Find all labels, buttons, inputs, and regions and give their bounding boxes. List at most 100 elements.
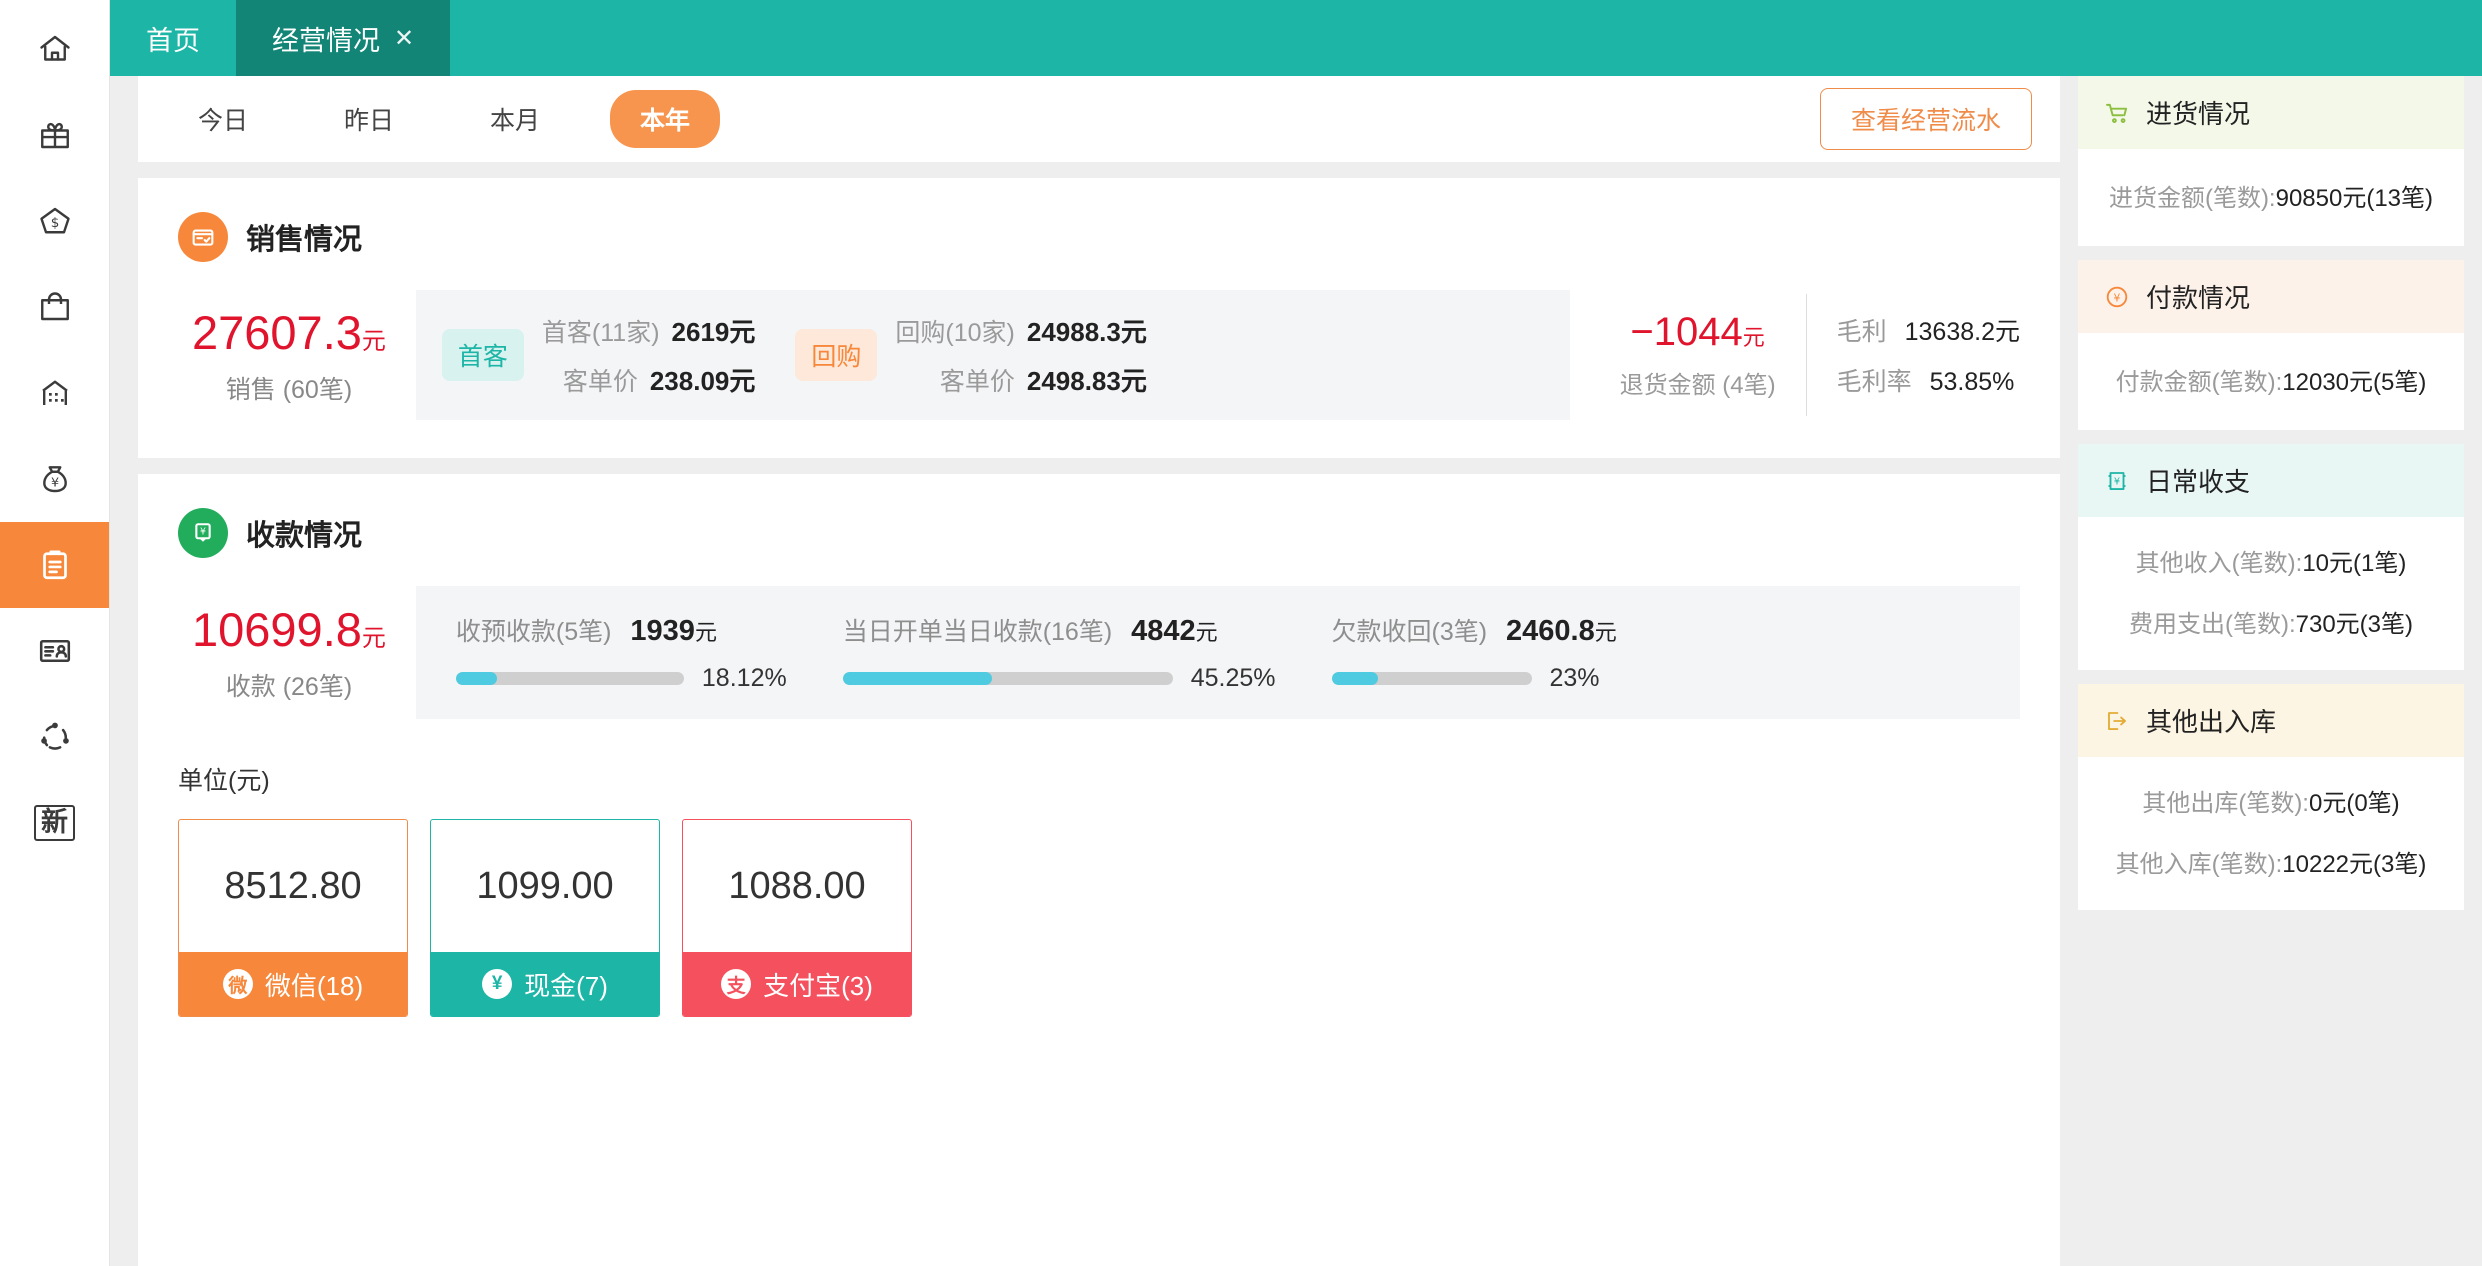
stage: 首页 经营情况 ✕ 今日 昨日 本月 本年: [110, 0, 2482, 1266]
metric-sameday-bar-row: 45.25%: [842, 664, 1276, 693]
progress-track: [455, 672, 684, 685]
close-icon[interactable]: ✕: [394, 24, 415, 52]
panel-line: 进货金额(笔数):90850元(13笔): [2109, 178, 2433, 213]
payment-method-cards: 8512.80 微 微信(18) 1099.00 ¥ 现金(7): [178, 819, 2020, 1017]
gross-margin-value: 53.85%: [1929, 368, 2015, 396]
sidebar-item-new[interactable]: 新: [0, 780, 109, 866]
paycard-alipay[interactable]: 1088.00 支 支付宝(3): [682, 819, 912, 1017]
panel-line: 其他收入(笔数):10元(1笔): [2136, 543, 2407, 578]
collection-card-title: 收款情况: [246, 520, 363, 552]
filter-yesterday[interactable]: 昨日: [344, 107, 395, 135]
collection-total-sub: 收款 (26笔): [225, 673, 353, 701]
sidebar-item-home[interactable]: [0, 6, 109, 92]
filter-this-month[interactable]: 本月: [490, 107, 541, 135]
metric-sameday-amount: 4842元: [1131, 615, 1218, 647]
view-business-flow-button[interactable]: 查看经营流水: [1819, 88, 2032, 150]
metric-sameday-head: 当日开单当日收款(16笔) 4842元: [843, 612, 1276, 648]
paycard-alipay-footer: 支 支付宝(3): [683, 952, 911, 1016]
new-label-icon: 新: [34, 805, 75, 841]
sidebar-item-customer[interactable]: [0, 608, 109, 694]
sales-card: 销售情况 27607.3元 销售 (60笔) 首客: [138, 178, 2060, 458]
other-income-value: 10元(1笔): [2302, 550, 2407, 577]
panel-other-stock-movement: 其他出入库 其他出库(笔数):0元(0笔) 其他入库(笔数):10222元(3笔…: [2078, 684, 2464, 910]
vertical-divider: [1805, 294, 1807, 416]
tab-home-label: 首页: [146, 25, 200, 56]
gross-profit-value: 13638.2元: [1904, 318, 2020, 346]
sidebar-item-purchase[interactable]: [0, 264, 109, 350]
refund-unit: 元: [1742, 325, 1765, 350]
paycard-alipay-label: 支付宝(3): [763, 970, 873, 1001]
filter-this-year[interactable]: 本年: [610, 90, 721, 148]
sales-card-title: 销售情况: [246, 224, 363, 256]
progress-fill: [455, 672, 498, 685]
progress-track: [842, 672, 1173, 685]
other-inbound-label: 其他入库(笔数):: [2115, 851, 2283, 878]
alipay-icon: 支: [721, 969, 752, 999]
metric-sameday: 当日开单当日收款(16笔) 4842元 45.25%: [842, 612, 1332, 693]
repurchase-avg-amount: 2498.83元: [1026, 366, 1147, 396]
metric-prepaid-amount: 1939元: [630, 615, 717, 647]
refund-amount: −1044元: [1630, 310, 1765, 354]
sidebar-item-gift[interactable]: [0, 92, 109, 178]
progress-fill: [842, 672, 993, 685]
repurchase-amount: 24988.3元: [1026, 317, 1147, 347]
paycard-cash[interactable]: 1099.00 ¥ 现金(7): [430, 819, 660, 1017]
panel-payment: ¥ 付款情况 付款金额(笔数):12030元(5笔): [2078, 260, 2464, 430]
filter-today[interactable]: 今日: [198, 107, 249, 135]
collection-total: 10699.8元 收款 (26笔): [178, 586, 416, 719]
tab-business-overview[interactable]: 经营情况 ✕: [236, 0, 451, 76]
paycard-cash-footer: ¥ 现金(7): [431, 952, 659, 1016]
date-filter-group: 今日 昨日 本月 本年: [172, 90, 721, 148]
svg-text:$: $: [50, 215, 59, 231]
gross-margin-line: 毛利率 53.85%: [1837, 362, 2020, 398]
sidebar-item-integration[interactable]: [0, 694, 109, 780]
sales-card-header: 销售情况: [178, 212, 2020, 262]
paycard-wechat[interactable]: 8512.80 微 微信(18): [178, 819, 408, 1017]
gross-profit-label: 毛利: [1836, 318, 1887, 346]
paycard-cash-amount: 1099.00: [476, 864, 614, 907]
repurchase-count-line: 回购(10家) 24988.3元: [895, 312, 1146, 349]
svg-text:¥: ¥: [50, 476, 58, 491]
metric-prepaid-head: 收预收款(5笔) 1939元: [456, 612, 787, 648]
sales-box-icon: [178, 212, 228, 262]
paycard-wechat-amount: 8512.80: [224, 864, 362, 907]
profit-block: 毛利 13638.2元 毛利率 53.85%: [1807, 312, 2020, 398]
unit-label: 单位(元): [178, 767, 270, 795]
sidebar-item-cash[interactable]: ¥: [0, 436, 109, 522]
metric-debt-recovery-bar-row: 23%: [1331, 664, 1617, 693]
sidebar-item-warehouse[interactable]: [0, 350, 109, 436]
other-outbound-value: 0元(0笔): [2308, 790, 2400, 817]
paycard-wechat-footer: 微 微信(18): [179, 952, 407, 1016]
panel-daily-income-expense: ¥ 日常收支 其他收入(笔数):10元(1笔) 费用支出(笔数):730元(3笔…: [2078, 444, 2464, 670]
sidebar-item-report[interactable]: [0, 522, 109, 608]
panel-line: 其他出库(笔数):0元(0笔): [2142, 783, 2399, 818]
filter-toolbar: 今日 昨日 本月 本年 查看经营流水: [138, 76, 2060, 162]
panel-stock-header: 其他出入库: [2078, 684, 2464, 757]
panel-purchase-header: 进货情况: [2078, 76, 2464, 149]
svg-text:¥: ¥: [2114, 476, 2120, 487]
metric-debt-recovery-label: 欠款收回(3笔): [1331, 618, 1488, 646]
purchase-amount-label: 进货金额(笔数):: [2108, 185, 2276, 212]
sidebar-item-finance[interactable]: $: [0, 178, 109, 264]
shopping-bag-icon: [37, 289, 73, 325]
first-customer-avg-line: 客单价 238.09元: [542, 361, 756, 398]
panel-line: 费用支出(笔数):730元(3笔): [2129, 604, 2413, 639]
paycard-cash-label: 现金(7): [524, 970, 608, 1001]
money-bag-icon: ¥: [37, 461, 73, 497]
panel-payment-body: 付款金额(笔数):12030元(5笔): [2078, 333, 2464, 430]
sales-row: 27607.3元 销售 (60笔) 首客 首客(11家) 2619元: [178, 290, 2020, 420]
home-icon: [37, 31, 73, 67]
first-customer-values: 首客(11家) 2619元 客单价 238.09元: [542, 312, 755, 398]
metric-sameday-label: 当日开单当日收款(16笔): [842, 618, 1113, 646]
repurchase-values: 回购(10家) 24988.3元 客单价 2498.83元: [895, 312, 1146, 398]
gross-profit-line: 毛利 13638.2元: [1837, 312, 2020, 348]
sidebar-rail: $: [0, 0, 110, 1266]
collection-card-header: ¥ 收款情况: [178, 508, 2020, 558]
tab-home[interactable]: 首页: [110, 0, 236, 76]
warehouse-icon: [37, 375, 73, 411]
first-customer-count-label: 首客(11家): [541, 319, 660, 347]
panel-daily-header: ¥ 日常收支: [2078, 444, 2464, 517]
panel-daily-body: 其他收入(笔数):10元(1笔) 费用支出(笔数):730元(3笔): [2078, 517, 2464, 670]
tab-strip: 首页 经营情况 ✕: [110, 0, 2482, 76]
panel-daily-title: 日常收支: [2146, 467, 2251, 497]
